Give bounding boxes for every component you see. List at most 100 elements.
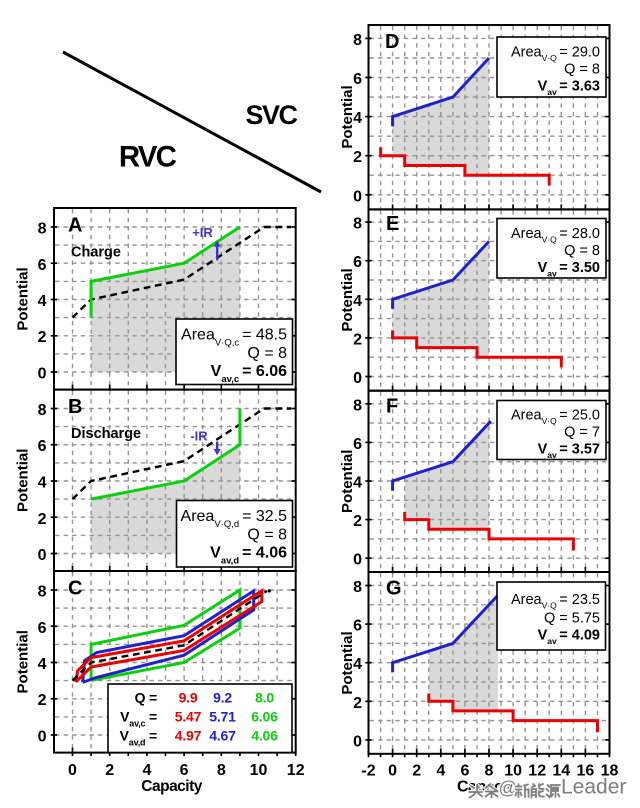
svg-text:2: 2 <box>38 329 47 346</box>
svg-text:Vav = 3.57: Vav = 3.57 <box>538 442 600 461</box>
svg-text:Potential: Potential <box>339 268 356 331</box>
svg-text:14: 14 <box>552 763 570 780</box>
svg-text:Vav = 3.63: Vav = 3.63 <box>538 79 600 98</box>
svg-text:Q = 8: Q = 8 <box>564 243 600 259</box>
svg-text:AreaV·Q,c​ = 48.5: AreaV·Q,c​ = 48.5 <box>181 327 287 349</box>
svg-text:-2: -2 <box>361 763 375 780</box>
svg-text:10: 10 <box>250 762 268 779</box>
svg-text:A: A <box>68 215 82 237</box>
svg-text:6: 6 <box>353 436 362 453</box>
svg-text:12: 12 <box>287 762 305 779</box>
svg-text:6: 6 <box>38 257 47 274</box>
svg-text:12: 12 <box>528 763 546 780</box>
svg-text:0: 0 <box>353 733 362 750</box>
svg-text:Potential: Potential <box>339 450 356 513</box>
svg-text:E: E <box>386 213 399 235</box>
svg-text:8: 8 <box>38 221 47 238</box>
svg-text:AreaV·Q,d​ = 32.5: AreaV·Q,d​ = 32.5 <box>181 508 288 530</box>
svg-text:8.0: 8.0 <box>255 690 274 706</box>
svg-text:Q = 8: Q = 8 <box>247 345 287 362</box>
svg-text:2: 2 <box>38 511 47 528</box>
svg-text:Potential: Potential <box>15 267 32 330</box>
svg-text:RVC: RVC <box>119 141 177 174</box>
svg-text:4: 4 <box>353 293 362 310</box>
svg-text:4: 4 <box>436 763 445 780</box>
svg-text:-IR: -IR <box>190 429 208 444</box>
svg-text:2: 2 <box>412 763 421 780</box>
svg-text:8: 8 <box>38 402 47 419</box>
svg-text:SVC: SVC <box>245 100 297 130</box>
svg-text:Capacity: Capacity <box>141 778 202 795</box>
svg-text:4: 4 <box>38 475 47 492</box>
svg-text:@: @ <box>499 777 518 798</box>
svg-text:4.67: 4.67 <box>209 728 236 744</box>
svg-text:+IR: +IR <box>192 225 213 240</box>
svg-text:2: 2 <box>353 149 362 166</box>
svg-text:B: B <box>68 396 82 418</box>
svg-text:4: 4 <box>353 475 362 492</box>
svg-text:2: 2 <box>353 695 362 712</box>
svg-text:4: 4 <box>142 762 151 779</box>
svg-text:8: 8 <box>353 216 362 233</box>
svg-text:8: 8 <box>353 397 362 414</box>
svg-text:6: 6 <box>353 618 362 635</box>
svg-text:4: 4 <box>38 293 47 310</box>
svg-text:D: D <box>385 31 399 53</box>
svg-text:Q =: Q = <box>135 690 157 706</box>
svg-text:Q = 7: Q = 7 <box>564 425 600 441</box>
svg-text:4.97: 4.97 <box>175 728 202 744</box>
svg-text:6: 6 <box>180 762 189 779</box>
svg-text:8: 8 <box>485 763 494 780</box>
svg-text:C: C <box>68 578 82 600</box>
svg-text:Vav = 4.09: Vav = 4.09 <box>538 628 600 647</box>
svg-text:Potential: Potential <box>339 85 356 148</box>
svg-text:2: 2 <box>38 692 47 709</box>
svg-text:6: 6 <box>38 620 47 637</box>
svg-text:9.2: 9.2 <box>213 690 232 706</box>
svg-text:4: 4 <box>353 110 362 127</box>
svg-text:2: 2 <box>353 513 362 530</box>
svg-text:Leader: Leader <box>561 776 626 799</box>
svg-text:Vav,c = 6.06: Vav,c = 6.06 <box>211 363 287 385</box>
svg-text:4: 4 <box>38 656 47 673</box>
svg-text:6: 6 <box>353 254 362 271</box>
svg-text:2: 2 <box>353 331 362 348</box>
svg-text:0: 0 <box>38 547 47 564</box>
svg-text:4: 4 <box>353 656 362 673</box>
svg-text:AreaV·Q​ = 28.0: AreaV·Q​ = 28.0 <box>511 226 600 245</box>
svg-text:0: 0 <box>353 188 362 205</box>
svg-text:6: 6 <box>38 438 47 455</box>
svg-text:10: 10 <box>504 763 522 780</box>
svg-text:8: 8 <box>353 579 362 596</box>
svg-text:8: 8 <box>353 32 362 49</box>
svg-text:16: 16 <box>577 763 595 780</box>
svg-text:Q = 5.75: Q = 5.75 <box>544 611 600 627</box>
svg-text:0: 0 <box>353 552 362 569</box>
svg-text:8: 8 <box>217 762 226 779</box>
svg-text:AreaV·Q​ = 25.0: AreaV·Q​ = 25.0 <box>511 408 600 427</box>
svg-text:Q = 8: Q = 8 <box>564 62 600 78</box>
svg-text:0: 0 <box>388 763 397 780</box>
svg-text:6.06: 6.06 <box>251 709 278 725</box>
svg-text:4.06: 4.06 <box>251 728 278 744</box>
svg-text:0: 0 <box>353 370 362 387</box>
svg-text:9.9: 9.9 <box>179 690 198 706</box>
svg-text:AreaV·Q​ = 23.5: AreaV·Q​ = 23.5 <box>511 592 600 611</box>
svg-text:0: 0 <box>38 366 47 383</box>
svg-text:G: G <box>386 578 402 600</box>
svg-text:AreaV·Q​ = 29.0: AreaV·Q​ = 29.0 <box>511 45 600 64</box>
svg-text:2: 2 <box>105 762 114 779</box>
svg-text:0: 0 <box>38 729 47 746</box>
svg-text:18: 18 <box>601 763 619 780</box>
svg-text:6: 6 <box>353 71 362 88</box>
svg-text:Potential: Potential <box>15 630 32 693</box>
svg-text:Charge: Charge <box>71 244 121 260</box>
svg-text:6: 6 <box>460 763 469 780</box>
svg-text:5.47: 5.47 <box>175 709 202 725</box>
svg-text:0: 0 <box>68 762 77 779</box>
svg-text:F: F <box>386 395 398 417</box>
svg-text:Potential: Potential <box>339 631 356 694</box>
svg-text:Discharge: Discharge <box>71 426 141 442</box>
svg-text:Q = 8: Q = 8 <box>247 527 287 544</box>
svg-text:Potential: Potential <box>15 449 32 512</box>
